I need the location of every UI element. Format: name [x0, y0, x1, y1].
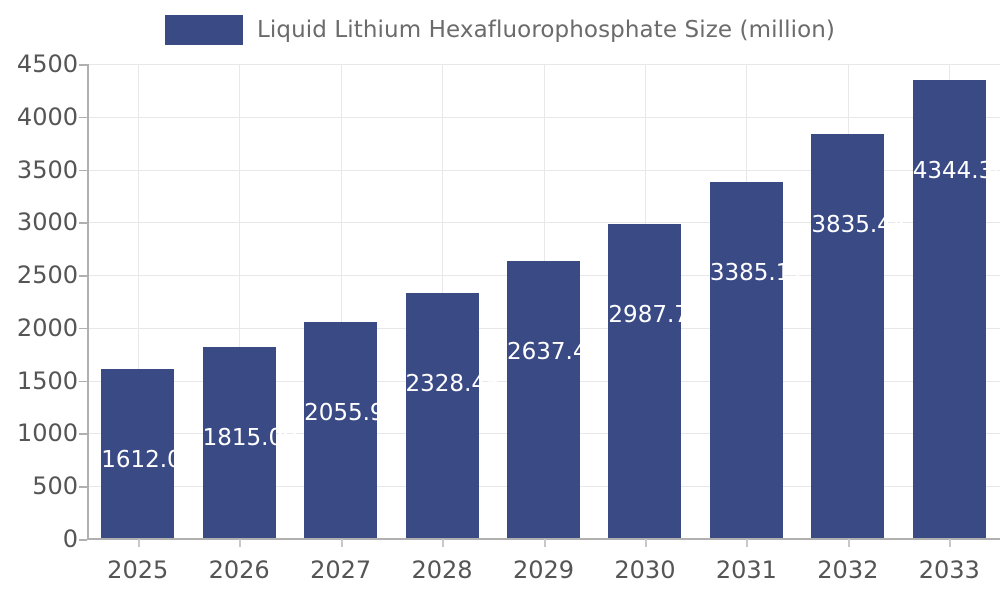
bar[interactable]	[608, 223, 682, 539]
y-axis-tick-mark	[79, 539, 87, 541]
gridline-vertical	[341, 64, 342, 539]
y-axis-tick-label: 1500	[16, 366, 78, 395]
x-axis-tick-label: 2028	[411, 556, 473, 584]
x-axis-tick-label: 2032	[817, 556, 879, 584]
y-axis-tick-mark	[79, 380, 87, 383]
x-axis-tick-label: 2025	[107, 556, 169, 584]
x-axis-tick-mark	[848, 539, 850, 547]
bar[interactable]	[202, 347, 276, 539]
x-axis-tick-mark	[239, 539, 241, 547]
y-axis-line	[87, 64, 89, 539]
gridline-horizontal	[87, 116, 1000, 118]
y-axis-tick-label: 0	[62, 525, 78, 553]
y-axis-tick-mark	[79, 486, 87, 488]
gridline-horizontal	[87, 169, 1000, 171]
x-axis-tick-mark	[544, 539, 546, 547]
x-axis-tick-mark	[442, 539, 444, 547]
gridline-horizontal	[87, 222, 1000, 224]
bar[interactable]	[506, 260, 580, 539]
chart-legend: Liquid Lithium Hexafluorophosphate Size …	[0, 8, 1000, 52]
x-axis-tick-mark	[949, 539, 951, 547]
y-axis-tick-mark	[79, 222, 87, 224]
y-axis-tick-label: 500	[32, 472, 78, 501]
y-axis-tick-label: 3500	[16, 155, 78, 184]
x-axis-tick-label: 2027	[310, 556, 372, 584]
x-axis-tick-label: 2026	[208, 556, 270, 584]
x-axis-tick-label: 2029	[512, 556, 575, 584]
gridline-horizontal	[87, 64, 1000, 65]
y-axis-tick-label: 3000	[16, 208, 78, 237]
x-axis-tick-mark	[645, 539, 647, 547]
y-axis-tick-label: 1000	[16, 419, 78, 448]
x-axis-tick-label: 2031	[715, 556, 777, 584]
bar[interactable]	[405, 293, 479, 539]
y-axis-tick-mark	[79, 327, 87, 330]
x-axis-tick-label: 2033	[918, 556, 980, 584]
bar[interactable]	[811, 134, 885, 539]
legend-label: Liquid Lithium Hexafluorophosphate Size …	[256, 17, 836, 43]
bar[interactable]	[304, 322, 378, 539]
y-axis-tick-mark	[79, 169, 87, 172]
y-axis-tick-label: 4500	[16, 50, 78, 78]
plot-area: 1612.09 1815.09 2055.9 2328.45 2637.45 2987.7…	[87, 64, 1000, 539]
series-color-swatch	[164, 15, 243, 45]
x-axis-tick-mark	[746, 539, 748, 547]
y-axis-tick-mark	[79, 64, 87, 66]
gridline-vertical	[239, 64, 240, 539]
bar[interactable]	[709, 181, 783, 539]
y-axis-tick-label: 2000	[16, 313, 78, 342]
y-axis-tick-label: 4000	[16, 102, 78, 131]
gridline-vertical	[138, 64, 139, 539]
bar[interactable]	[912, 80, 986, 539]
y-axis-tick-label: 2500	[16, 261, 78, 290]
y-axis-tick-mark	[79, 275, 87, 277]
bar[interactable]	[101, 368, 175, 539]
x-axis-tick-label: 2030	[614, 556, 676, 584]
y-axis-tick-mark	[79, 433, 87, 435]
x-axis-tick-mark	[341, 539, 343, 547]
x-axis-tick-mark	[138, 539, 140, 547]
y-axis-tick-mark	[79, 116, 87, 119]
x-axis-line	[87, 538, 1000, 540]
